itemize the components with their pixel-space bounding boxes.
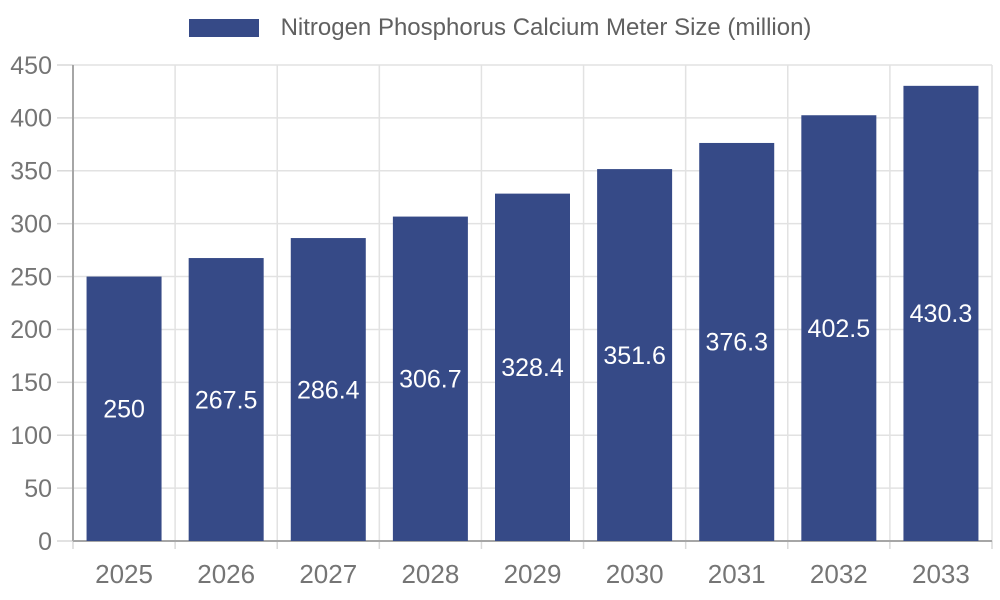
x-tick-label: 2026 bbox=[197, 559, 255, 589]
bar-value-label: 250 bbox=[103, 396, 145, 424]
x-tick-label: 2028 bbox=[401, 559, 459, 589]
legend-label: Nitrogen Phosphorus Calcium Meter Size (… bbox=[280, 14, 812, 41]
x-tick-label: 2032 bbox=[810, 559, 868, 589]
bar bbox=[392, 216, 468, 541]
bar bbox=[495, 193, 570, 541]
bar-value-label: 286.4 bbox=[297, 376, 360, 404]
bar-value-label: 402.5 bbox=[808, 315, 871, 343]
bar-value-label: 306.7 bbox=[399, 366, 462, 394]
bar bbox=[86, 276, 162, 541]
x-tick-label: 2030 bbox=[606, 559, 664, 589]
y-tick-label: 50 bbox=[24, 475, 52, 503]
bar bbox=[699, 142, 775, 541]
y-tick-label: 150 bbox=[10, 369, 52, 397]
bar bbox=[290, 238, 366, 542]
bar bbox=[597, 169, 673, 541]
bar-value-label: 267.5 bbox=[195, 386, 258, 414]
legend-swatch bbox=[188, 19, 259, 37]
y-tick-label: 200 bbox=[10, 316, 52, 344]
x-tick-label: 2029 bbox=[504, 559, 562, 589]
legend[interactable]: Nitrogen Phosphorus Calcium Meter Size (… bbox=[0, 14, 1000, 42]
bar-value-label: 351.6 bbox=[603, 342, 666, 370]
y-tick-label: 250 bbox=[10, 263, 52, 291]
x-tick-label: 2031 bbox=[708, 559, 766, 589]
y-tick-label: 0 bbox=[38, 528, 52, 556]
y-tick-label: 300 bbox=[10, 210, 52, 238]
x-tick-label: 2033 bbox=[912, 559, 970, 589]
y-tick-label: 100 bbox=[10, 422, 52, 450]
y-tick-label: 450 bbox=[10, 52, 52, 80]
bar bbox=[188, 258, 264, 541]
y-tick-label: 350 bbox=[10, 158, 52, 186]
x-tick-label: 2025 bbox=[95, 559, 153, 589]
bar bbox=[903, 85, 979, 541]
y-tick-label: 400 bbox=[10, 105, 52, 133]
bar-value-label: 376.3 bbox=[705, 329, 768, 357]
bar-value-label: 328.4 bbox=[501, 354, 564, 382]
bar bbox=[801, 115, 877, 541]
x-tick-label: 2027 bbox=[299, 559, 357, 589]
bar-value-label: 430.3 bbox=[910, 300, 973, 328]
